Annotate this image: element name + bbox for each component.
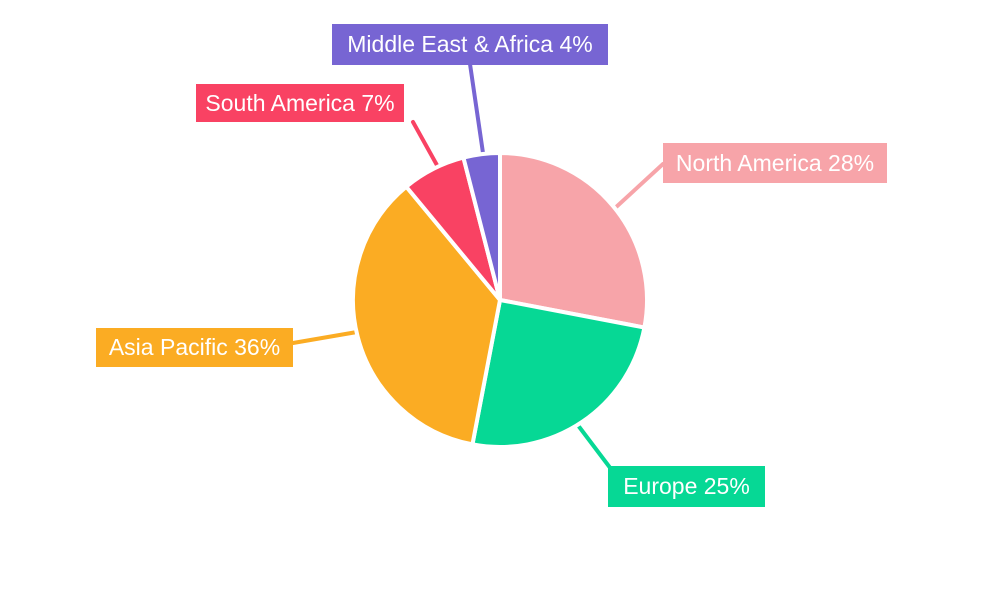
pie-slice-north-america[interactable]: [498, 151, 649, 330]
leader-line-asia-pacific: [291, 330, 359, 345]
pie-slice-middle-east-africa[interactable]: [461, 151, 502, 302]
slice-label-north-america: North America 28%: [663, 143, 887, 183]
slice-label-south-america: South America 7%: [196, 84, 404, 122]
slice-label-europe: Europe 25%: [608, 466, 765, 507]
leader-line-north-america: [612, 162, 665, 211]
slice-label-middle-east-africa: Middle East & Africa 4%: [332, 24, 608, 65]
slice-label-asia-pacific: Asia Pacific 36%: [96, 328, 293, 367]
leader-line-middle-east-africa: [468, 62, 485, 155]
pie-slice-asia-pacific[interactable]: [351, 184, 502, 447]
pie-slice-europe[interactable]: [470, 298, 647, 449]
leader-line-south-america: [411, 120, 440, 169]
leader-line-europe: [575, 422, 613, 471]
